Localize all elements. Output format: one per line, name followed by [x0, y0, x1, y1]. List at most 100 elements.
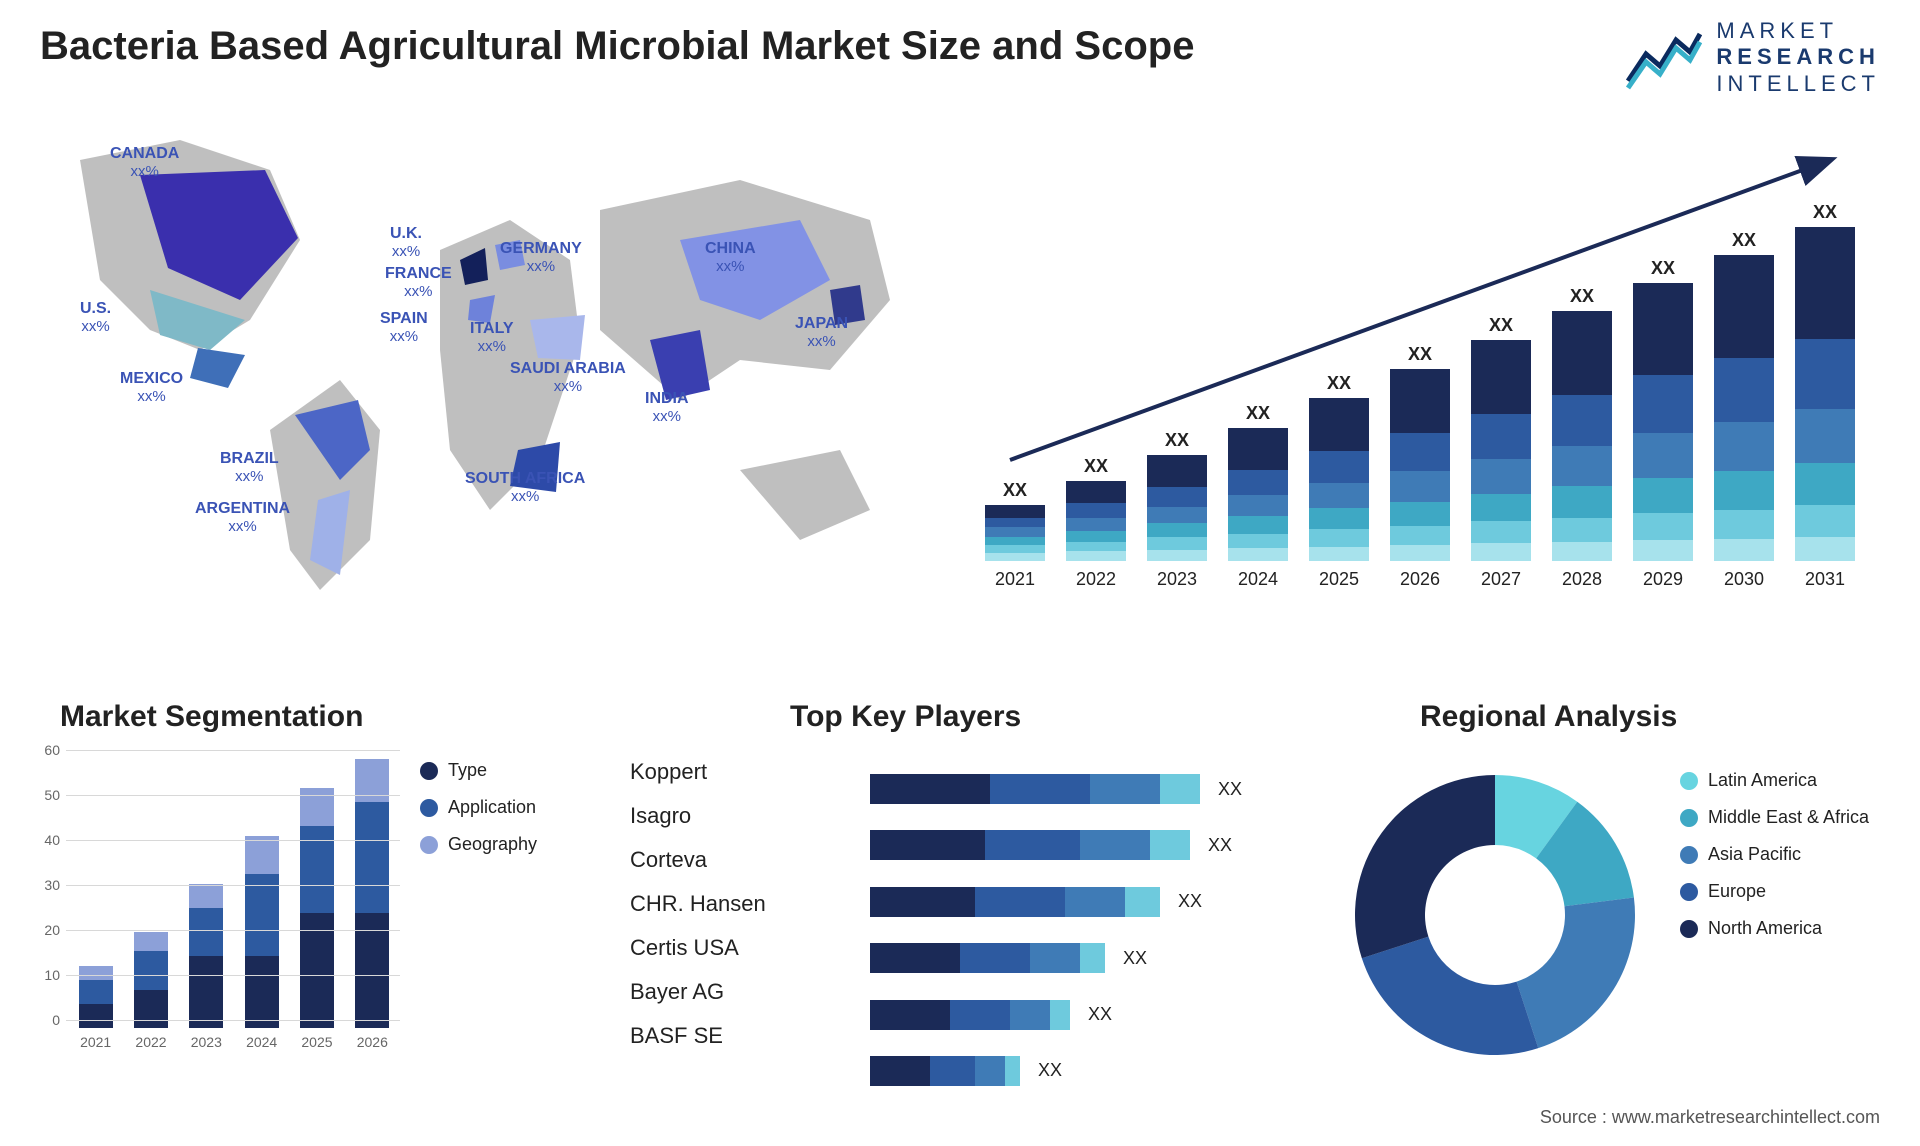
keyplayer-value: XX	[1123, 948, 1147, 969]
forecast-bar-label: XX	[1651, 258, 1675, 279]
seg-bar: 2024	[243, 836, 281, 1050]
seg-legend-item: Geography	[420, 834, 537, 855]
forecast-bar-year: 2022	[1076, 569, 1116, 590]
forecast-bar-year: 2024	[1238, 569, 1278, 590]
seg-bar-year: 2022	[135, 1034, 166, 1050]
regional-legend-item: Europe	[1680, 881, 1869, 902]
forecast-bar: XX 2024	[1223, 403, 1293, 590]
company-item: Corteva	[630, 838, 766, 882]
donut-slice	[1517, 897, 1635, 1048]
keyplayer-value: XX	[1178, 891, 1202, 912]
seg-legend-item: Type	[420, 760, 537, 781]
map-country-label: FRANCExx%	[385, 265, 452, 301]
seg-legend-item: Application	[420, 797, 537, 818]
forecast-bar-label: XX	[1570, 286, 1594, 307]
segmentation-legend: Type Application Geography	[420, 760, 537, 871]
seg-gridline	[66, 885, 400, 886]
map-country-label: U.K.xx%	[390, 225, 422, 261]
seg-bar-year: 2023	[191, 1034, 222, 1050]
forecast-bar: XX 2027	[1466, 315, 1536, 590]
forecast-bar-label: XX	[1003, 480, 1027, 501]
forecast-bar-year: 2021	[995, 569, 1035, 590]
map-country-label: MEXICOxx%	[120, 370, 183, 406]
keyplayer-value: XX	[1218, 779, 1242, 800]
regional-legend: Latin AmericaMiddle East & AfricaAsia Pa…	[1680, 770, 1869, 955]
seg-gridline	[66, 1020, 400, 1021]
logo-mark-icon	[1626, 26, 1702, 90]
donut-slice	[1355, 775, 1495, 958]
logo-line2: RESEARCH	[1716, 44, 1880, 70]
keyplayer-bar: XX	[870, 939, 1290, 977]
forecast-bar-year: 2029	[1643, 569, 1683, 590]
map-country-label: ITALYxx%	[470, 320, 514, 356]
seg-bar: 2022	[132, 932, 170, 1050]
keyplayers-chart: XX XX XX XX XX XX	[870, 770, 1290, 1090]
forecast-bar-year: 2023	[1157, 569, 1197, 590]
forecast-bar: XX2028	[1547, 286, 1617, 590]
forecast-bar-year: 2027	[1481, 569, 1521, 590]
seg-ytick: 0	[40, 1012, 60, 1028]
map-country-label: SPAINxx%	[380, 310, 428, 346]
forecast-bar-year: 2025	[1319, 569, 1359, 590]
keyplayer-bar: XX	[870, 770, 1290, 808]
donut-slice	[1362, 937, 1538, 1055]
segmentation-chart: 202120222023202420252026 0102030405060	[40, 750, 400, 1080]
forecast-bar: XX2023	[1142, 430, 1212, 590]
forecast-chart: XX2021XX2022XX2023XX2024XX2025XX2026XX20…	[980, 150, 1860, 630]
companies-list: KoppertIsagroCortevaCHR. HansenCertis US…	[630, 750, 766, 1058]
map-country-label: SAUDI ARABIAxx%	[510, 360, 626, 396]
forecast-bar: XX 2031	[1790, 202, 1860, 590]
seg-ytick: 20	[40, 922, 60, 938]
company-item: Koppert	[630, 750, 766, 794]
seg-bar: 2026	[353, 759, 391, 1050]
page-title: Bacteria Based Agricultural Microbial Ma…	[40, 24, 1194, 69]
seg-gridline	[66, 795, 400, 796]
seg-ytick: 50	[40, 787, 60, 803]
logo-text: MARKET RESEARCH INTELLECT	[1716, 18, 1880, 97]
seg-gridline	[66, 975, 400, 976]
regional-title: Regional Analysis	[1420, 700, 1677, 734]
seg-bar: 2023	[187, 884, 225, 1050]
keyplayer-value: XX	[1088, 1004, 1112, 1025]
map-country-label: GERMANYxx%	[500, 240, 582, 276]
company-item: Certis USA	[630, 926, 766, 970]
seg-ytick: 30	[40, 877, 60, 893]
forecast-bar: XX 2030	[1709, 230, 1779, 590]
forecast-bar: XX2025	[1304, 373, 1374, 590]
seg-gridline	[66, 750, 400, 751]
world-map: CANADAxx%U.S.xx%MEXICOxx%BRAZILxx%ARGENT…	[40, 120, 940, 620]
forecast-bar-label: XX	[1246, 403, 1270, 424]
map-country-label: ARGENTINAxx%	[195, 500, 290, 536]
company-item: Bayer AG	[630, 970, 766, 1014]
forecast-bar-year: 2026	[1400, 569, 1440, 590]
keyplayer-value: XX	[1038, 1060, 1062, 1081]
forecast-bar-label: XX	[1489, 315, 1513, 336]
seg-ytick: 10	[40, 967, 60, 983]
map-country-label: CANADAxx%	[110, 145, 179, 181]
brand-logo: MARKET RESEARCH INTELLECT	[1626, 18, 1880, 97]
forecast-bar: XX 2022	[1061, 456, 1131, 590]
seg-ytick: 60	[40, 742, 60, 758]
regional-donut	[1340, 760, 1650, 1070]
forecast-bar-label: XX	[1813, 202, 1837, 223]
seg-gridline	[66, 840, 400, 841]
company-item: Isagro	[630, 794, 766, 838]
forecast-bar-label: XX	[1408, 344, 1432, 365]
forecast-bar-label: XX	[1732, 230, 1756, 251]
map-country-label: SOUTH AFRICAxx%	[465, 470, 585, 506]
forecast-bar-label: XX	[1084, 456, 1108, 477]
map-country-label: CHINAxx%	[705, 240, 756, 276]
forecast-bar-year: 2031	[1805, 569, 1845, 590]
map-country-label: JAPANxx%	[795, 315, 848, 351]
forecast-bar: XX 2029	[1628, 258, 1698, 590]
forecast-bar: XX 2021	[980, 480, 1050, 590]
logo-line1: MARKET	[1716, 18, 1880, 44]
keyplayer-value: XX	[1208, 835, 1232, 856]
keyplayer-bar: XX	[870, 826, 1290, 864]
source-line: Source : www.marketresearchintellect.com	[1540, 1107, 1880, 1128]
keyplayer-bar: XX	[870, 1052, 1290, 1090]
logo-line3: INTELLECT	[1716, 71, 1880, 97]
seg-bar: 2021	[77, 966, 115, 1050]
forecast-bar-year: 2030	[1724, 569, 1764, 590]
keyplayer-bar: XX	[870, 996, 1290, 1034]
